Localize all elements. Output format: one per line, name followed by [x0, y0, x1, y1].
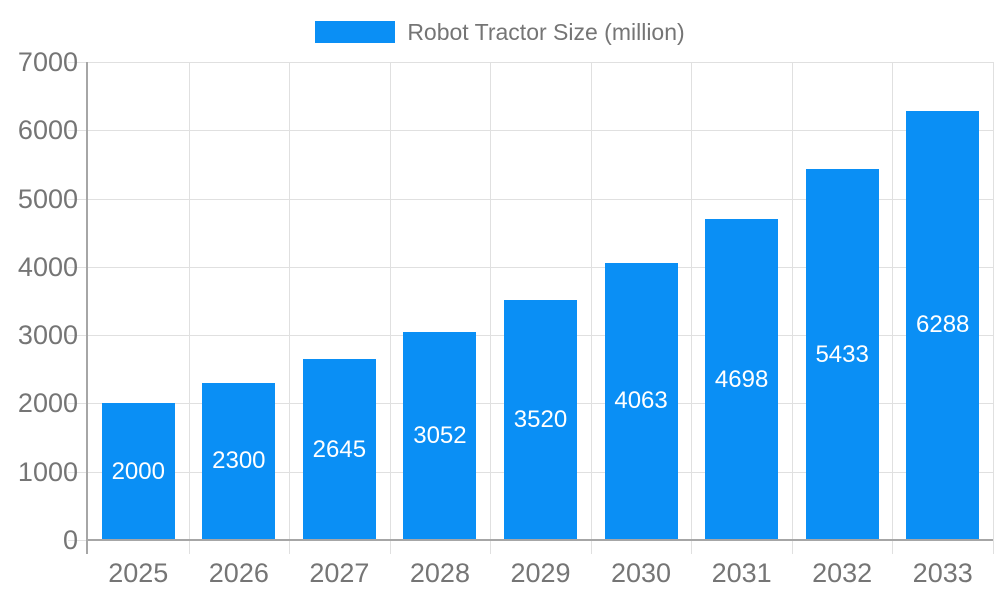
x-axis-tick — [389, 540, 391, 554]
gridline-vertical — [993, 62, 994, 540]
bar-2028[interactable] — [403, 331, 477, 540]
gridline-vertical — [691, 62, 693, 540]
bar-2027[interactable] — [302, 359, 376, 540]
x-axis-tick — [490, 540, 492, 554]
x-axis-label: 2033 — [912, 558, 973, 588]
bar-2026[interactable] — [202, 382, 276, 540]
y-axis-tick — [68, 266, 88, 268]
x-axis-line — [88, 539, 993, 541]
y-axis-tick — [68, 540, 88, 541]
bar-value-label: 2000 — [111, 457, 165, 485]
gridline-horizontal — [88, 130, 993, 132]
gridline-vertical — [892, 62, 894, 540]
bar-2029[interactable] — [504, 299, 577, 540]
x-axis-label: 2032 — [812, 558, 873, 588]
y-axis-tick — [68, 130, 88, 132]
bar-2033[interactable] — [906, 110, 980, 540]
bar-2031[interactable] — [705, 219, 779, 540]
y-axis-tick — [68, 198, 88, 200]
legend-swatch — [315, 21, 396, 43]
bar-value-label: 3520 — [513, 405, 568, 433]
y-axis-line — [86, 62, 88, 554]
x-axis-label: 2027 — [309, 558, 370, 588]
gridline-vertical — [188, 62, 190, 540]
x-axis-label: 2029 — [510, 558, 571, 588]
y-axis-label: 4000 — [17, 251, 78, 282]
gridline-vertical — [791, 62, 793, 540]
legend: Robot Tractor Size (million) — [0, 17, 1000, 47]
y-axis-label: 7000 — [17, 47, 78, 77]
x-axis-tick — [289, 540, 291, 554]
x-axis-label: 2026 — [208, 558, 269, 588]
y-axis-tick — [68, 471, 88, 473]
bar-value-label: 4698 — [714, 365, 769, 393]
bar-2030[interactable] — [604, 262, 678, 540]
y-axis-label: 3000 — [17, 320, 78, 351]
x-axis-tick — [188, 540, 190, 554]
bar-2025[interactable] — [101, 403, 175, 540]
gridline-horizontal — [88, 62, 993, 63]
y-axis-label: 6000 — [17, 115, 78, 146]
x-axis-tick — [993, 540, 994, 554]
legend-label: Robot Tractor Size (million) — [407, 18, 685, 45]
y-axis-label: 1000 — [17, 456, 78, 487]
bar-value-label: 6288 — [916, 311, 970, 339]
x-axis-tick — [691, 540, 693, 554]
gridline-vertical — [389, 62, 391, 540]
x-axis-label: 2031 — [711, 558, 772, 588]
gridline-vertical — [490, 62, 492, 540]
x-axis-tick — [590, 540, 592, 554]
bar-value-label: 5433 — [815, 340, 869, 368]
bar-2032[interactable] — [805, 169, 879, 540]
x-axis-label: 2025 — [108, 558, 169, 588]
bar-value-label: 2645 — [312, 435, 367, 463]
x-axis-label: 2028 — [409, 558, 470, 588]
y-axis-label: 0 — [62, 525, 78, 555]
y-axis-label: 2000 — [17, 388, 78, 419]
bar-value-label: 4063 — [614, 387, 668, 415]
x-axis-tick — [892, 540, 894, 554]
gridline-vertical — [289, 62, 291, 540]
y-axis-label: 5000 — [17, 183, 78, 214]
x-axis-tick — [791, 540, 793, 554]
y-axis-tick — [68, 62, 88, 63]
bar-value-label: 2300 — [212, 447, 266, 475]
gridline-horizontal — [88, 198, 993, 200]
gridline-horizontal — [88, 266, 993, 268]
y-axis-tick — [68, 335, 88, 337]
x-axis-label: 2030 — [611, 558, 672, 588]
gridline-vertical — [590, 62, 592, 540]
y-axis-tick — [68, 403, 88, 405]
bar-value-label: 3052 — [413, 421, 467, 449]
